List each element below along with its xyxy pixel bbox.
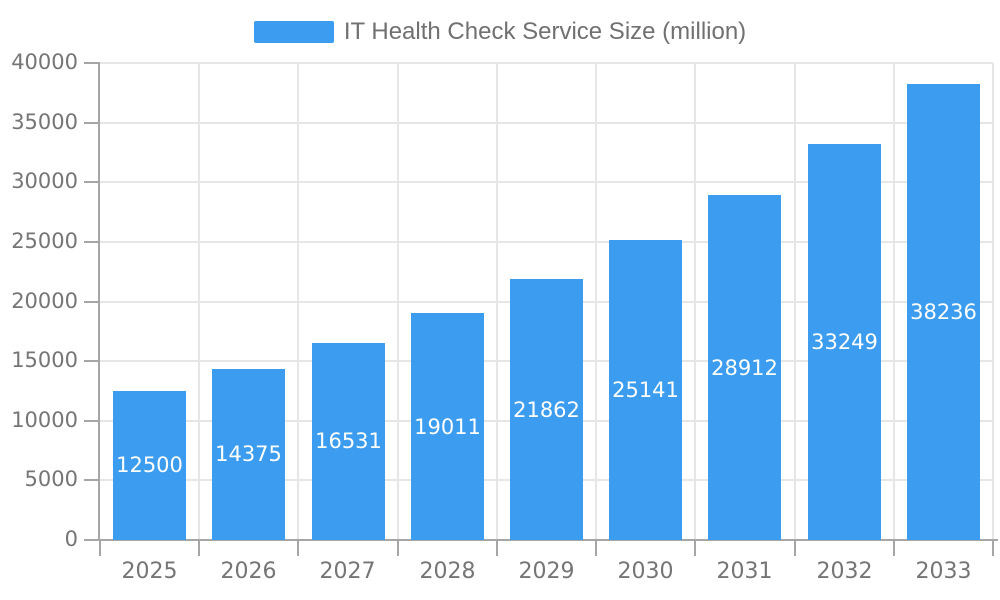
bar[interactable] <box>411 313 484 540</box>
y-axis-tick <box>84 420 100 422</box>
bar[interactable] <box>212 369 285 540</box>
x-tick-label: 2032 <box>816 559 873 584</box>
x-tick-label: 2030 <box>617 559 674 584</box>
x-tick-label: 2028 <box>419 559 476 584</box>
y-axis-line <box>98 63 100 540</box>
y-axis-tick <box>84 122 100 124</box>
x-gridline <box>694 63 696 540</box>
x-axis-tick <box>794 540 796 556</box>
y-axis-tick <box>84 539 100 541</box>
y-tick-label: 40000 <box>11 50 78 74</box>
x-tick-label: 2033 <box>915 559 972 584</box>
x-axis-tick <box>397 540 399 556</box>
x-axis-tick <box>198 540 200 556</box>
x-axis-tick <box>496 540 498 556</box>
bar[interactable] <box>312 343 385 540</box>
x-gridline <box>397 63 399 540</box>
bar[interactable] <box>113 391 186 540</box>
x-axis-tick <box>595 540 597 556</box>
y-gridline <box>100 122 993 124</box>
y-tick-label: 20000 <box>11 289 78 313</box>
y-axis-tick <box>84 241 100 243</box>
x-tick-label: 2031 <box>716 559 773 584</box>
x-axis-tick <box>992 540 994 556</box>
x-gridline <box>893 63 895 540</box>
bar[interactable] <box>609 240 682 540</box>
bar[interactable] <box>808 144 881 540</box>
y-gridline <box>100 181 993 183</box>
x-axis-tick <box>694 540 696 556</box>
bar[interactable] <box>708 195 781 540</box>
y-axis-tick <box>84 62 100 64</box>
x-tick-label: 2025 <box>121 559 178 584</box>
y-gridline <box>100 62 993 64</box>
x-gridline <box>595 63 597 540</box>
y-tick-label: 35000 <box>11 110 78 134</box>
x-tick-label: 2027 <box>319 559 376 584</box>
legend-item[interactable]: IT Health Check Service Size (million) <box>0 14 1000 50</box>
y-gridline <box>100 241 993 243</box>
bar[interactable] <box>510 279 583 540</box>
y-tick-label: 25000 <box>11 229 78 253</box>
bar[interactable] <box>907 84 980 540</box>
y-axis-tick <box>84 479 100 481</box>
x-gridline <box>496 63 498 540</box>
x-axis-tick <box>297 540 299 556</box>
y-axis-tick <box>84 301 100 303</box>
y-tick-label: 0 <box>64 527 78 551</box>
x-tick-label: 2029 <box>518 559 575 584</box>
y-axis-tick <box>84 360 100 362</box>
y-tick-label: 30000 <box>11 169 78 193</box>
x-gridline <box>992 63 994 540</box>
y-axis-tick <box>84 181 100 183</box>
legend-swatch <box>253 21 334 43</box>
x-gridline <box>794 63 796 540</box>
x-gridline <box>297 63 299 540</box>
legend-label: IT Health Check Service Size (million) <box>343 18 747 45</box>
y-tick-label: 5000 <box>24 467 78 491</box>
x-axis-tick <box>893 540 895 556</box>
x-axis-tick <box>99 540 101 556</box>
x-axis-line <box>98 539 998 541</box>
y-tick-label: 15000 <box>11 348 78 372</box>
x-tick-label: 2026 <box>220 559 277 584</box>
x-gridline <box>198 63 200 540</box>
y-tick-label: 10000 <box>11 408 78 432</box>
